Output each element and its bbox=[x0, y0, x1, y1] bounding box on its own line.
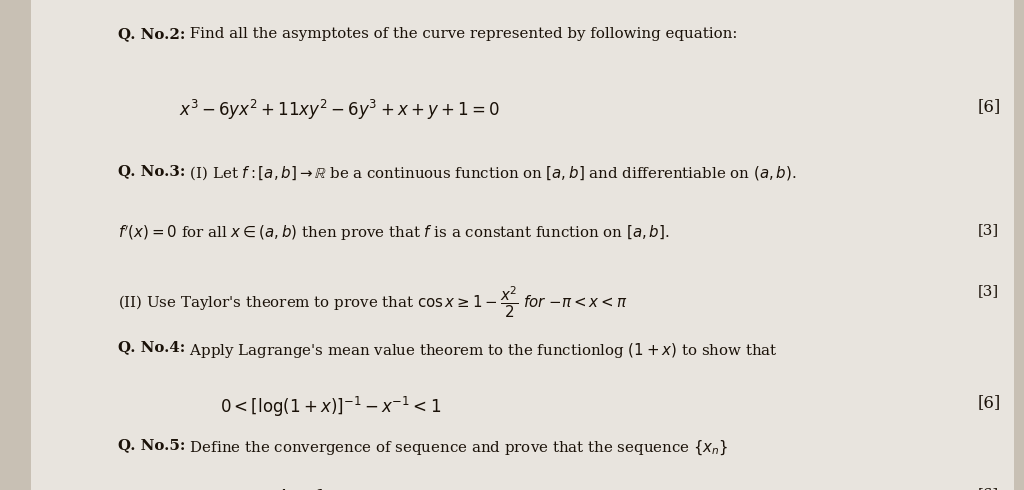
Text: Q. No.2:: Q. No.2: bbox=[118, 27, 185, 41]
Text: (I) Let $f: [a, b] \rightarrow \mathbb{R}$ be a continuous function on $[a, b]$ : (I) Let $f: [a, b] \rightarrow \mathbb{R… bbox=[185, 164, 797, 182]
Text: [6]: [6] bbox=[978, 394, 1001, 412]
FancyBboxPatch shape bbox=[31, 0, 1014, 490]
Text: [6]: [6] bbox=[978, 488, 999, 490]
Text: [6]: [6] bbox=[978, 98, 1001, 115]
Text: [3]: [3] bbox=[978, 223, 999, 237]
Text: Define the convergence of sequence and prove that the sequence $\{x_n\}$: Define the convergence of sequence and p… bbox=[185, 439, 729, 457]
Text: Q. No.5:: Q. No.5: bbox=[118, 439, 185, 453]
Text: Apply Lagrange's mean value theorem to the functionlog $(1 + x)$ to show that: Apply Lagrange's mean value theorem to t… bbox=[185, 341, 777, 360]
Text: (II) Use Taylor's theorem to prove that $\cos x \geq 1 - \dfrac{x^2}{2}$ $for$ $: (II) Use Taylor's theorem to prove that … bbox=[118, 284, 627, 319]
Text: $0 < [\log (1+x)]^{-1} - x^{-1} < 1$: $0 < [\log (1+x)]^{-1} - x^{-1} < 1$ bbox=[220, 394, 441, 418]
Text: $f'(x) = 0$ for all $x \in (a, b)$ then prove that $f$ is a constant function on: $f'(x) = 0$ for all $x \in (a, b)$ then … bbox=[118, 223, 670, 243]
Text: Q. No.4:: Q. No.4: bbox=[118, 341, 185, 355]
Text: $x^3 - 6yx^2 + 11xy^2 - 6y^3 + x + y + 1 = 0$: $x^3 - 6yx^2 + 11xy^2 - 6y^3 + x + y + 1… bbox=[179, 98, 501, 122]
Text: defined by $x_n = \dfrac{4n+1}{n+3}$, converges to 4.: defined by $x_n = \dfrac{4n+1}{n+3}$, co… bbox=[159, 488, 454, 490]
Text: Find all the asymptotes of the curve represented by following equation:: Find all the asymptotes of the curve rep… bbox=[185, 27, 737, 41]
Text: Q. No.3:: Q. No.3: bbox=[118, 164, 185, 178]
Text: [3]: [3] bbox=[978, 284, 999, 298]
